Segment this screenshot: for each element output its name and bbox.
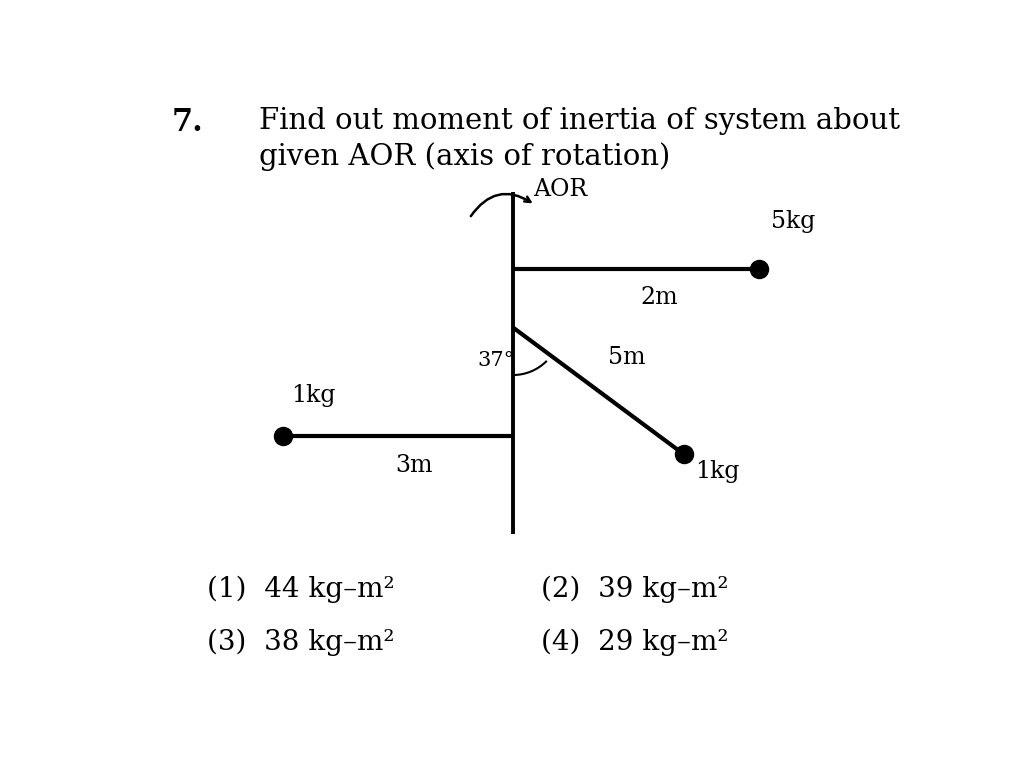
Text: given AOR (axis of rotation): given AOR (axis of rotation)	[259, 142, 670, 171]
Text: (3)  38 kg–m²: (3) 38 kg–m²	[207, 629, 395, 656]
Text: 3m: 3m	[395, 454, 432, 477]
Text: (2)  39 kg–m²: (2) 39 kg–m²	[541, 576, 728, 604]
Text: 7.: 7.	[172, 106, 204, 138]
Text: 1kg: 1kg	[291, 384, 335, 407]
Text: 2m: 2m	[641, 286, 679, 309]
Text: 5m: 5m	[608, 346, 646, 369]
Text: 37°: 37°	[477, 351, 514, 370]
Text: (4)  29 kg–m²: (4) 29 kg–m²	[541, 629, 728, 656]
Text: Find out moment of inertia of system about: Find out moment of inertia of system abo…	[259, 106, 900, 135]
Text: 1kg: 1kg	[695, 460, 740, 483]
Text: (1)  44 kg–m²: (1) 44 kg–m²	[207, 576, 395, 604]
Text: AOR: AOR	[532, 177, 587, 200]
Text: 5kg: 5kg	[771, 210, 815, 233]
